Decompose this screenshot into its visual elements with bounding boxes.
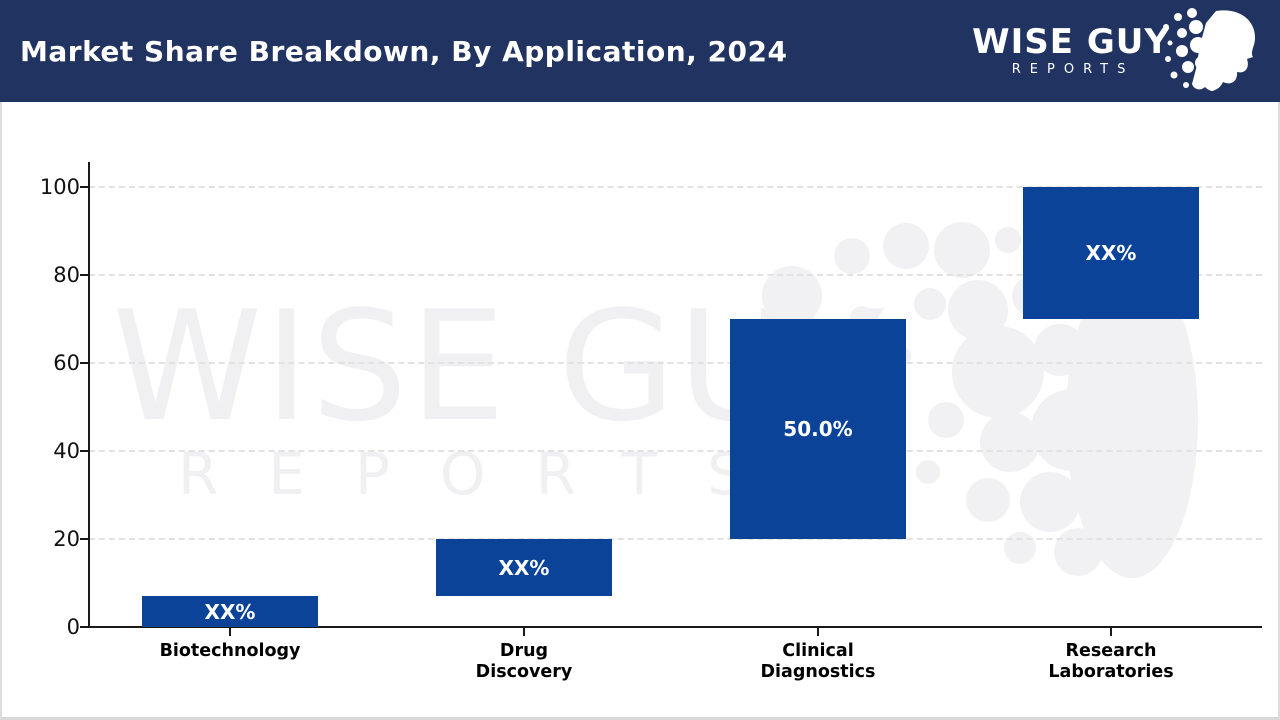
gridline <box>89 186 1262 188</box>
y-tick <box>80 538 89 540</box>
bar-value-label: XX% <box>204 599 256 624</box>
gridline <box>89 538 1262 540</box>
y-tick-label: 40 <box>53 439 80 463</box>
x-category-label: Research Laboratories <box>1048 641 1174 682</box>
logo-name: WISE GUY <box>972 22 1170 62</box>
bar <box>730 319 906 539</box>
y-axis-line <box>88 162 90 627</box>
y-tick <box>80 274 89 276</box>
bar-value-label: XX% <box>498 555 550 580</box>
bar <box>436 539 612 597</box>
x-category-label: Biotechnology <box>159 641 301 661</box>
x-tick <box>523 628 525 636</box>
wise-guy-reports-logo: WISE GUY REPORTS <box>972 5 1280 97</box>
header-band: Market Share Breakdown, By Application, … <box>0 0 1280 102</box>
page-title: Market Share Breakdown, By Application, … <box>20 34 788 68</box>
bar <box>1023 187 1199 319</box>
y-tick <box>80 626 89 628</box>
bar <box>142 596 318 627</box>
x-category-label: Drug Discovery <box>475 641 573 682</box>
y-tick-label: 100 <box>39 175 80 199</box>
y-tick <box>80 186 89 188</box>
y-tick-label: 20 <box>53 527 80 551</box>
bar-value-label: XX% <box>1085 241 1137 265</box>
y-tick <box>80 362 89 364</box>
y-tick-label: 80 <box>53 263 80 287</box>
wise-guy-face-icon <box>1163 8 1256 91</box>
x-category-label: Clinical Diagnostics <box>760 641 876 682</box>
logo-text: WISE GUY REPORTS <box>972 24 1170 78</box>
x-tick <box>817 628 819 636</box>
x-tick <box>1110 628 1112 636</box>
y-tick-label: 0 <box>66 615 80 639</box>
bar-value-label: 50.0% <box>783 417 853 441</box>
gridline <box>89 362 1262 364</box>
y-tick-label: 60 <box>53 351 80 375</box>
gridline <box>89 274 1262 276</box>
y-tick <box>80 450 89 452</box>
logo-subtitle: REPORTS <box>1011 62 1135 77</box>
x-axis-line <box>88 626 1262 628</box>
watermark-face-dots <box>762 222 1198 578</box>
gridline <box>89 450 1262 452</box>
x-tick <box>229 628 231 636</box>
